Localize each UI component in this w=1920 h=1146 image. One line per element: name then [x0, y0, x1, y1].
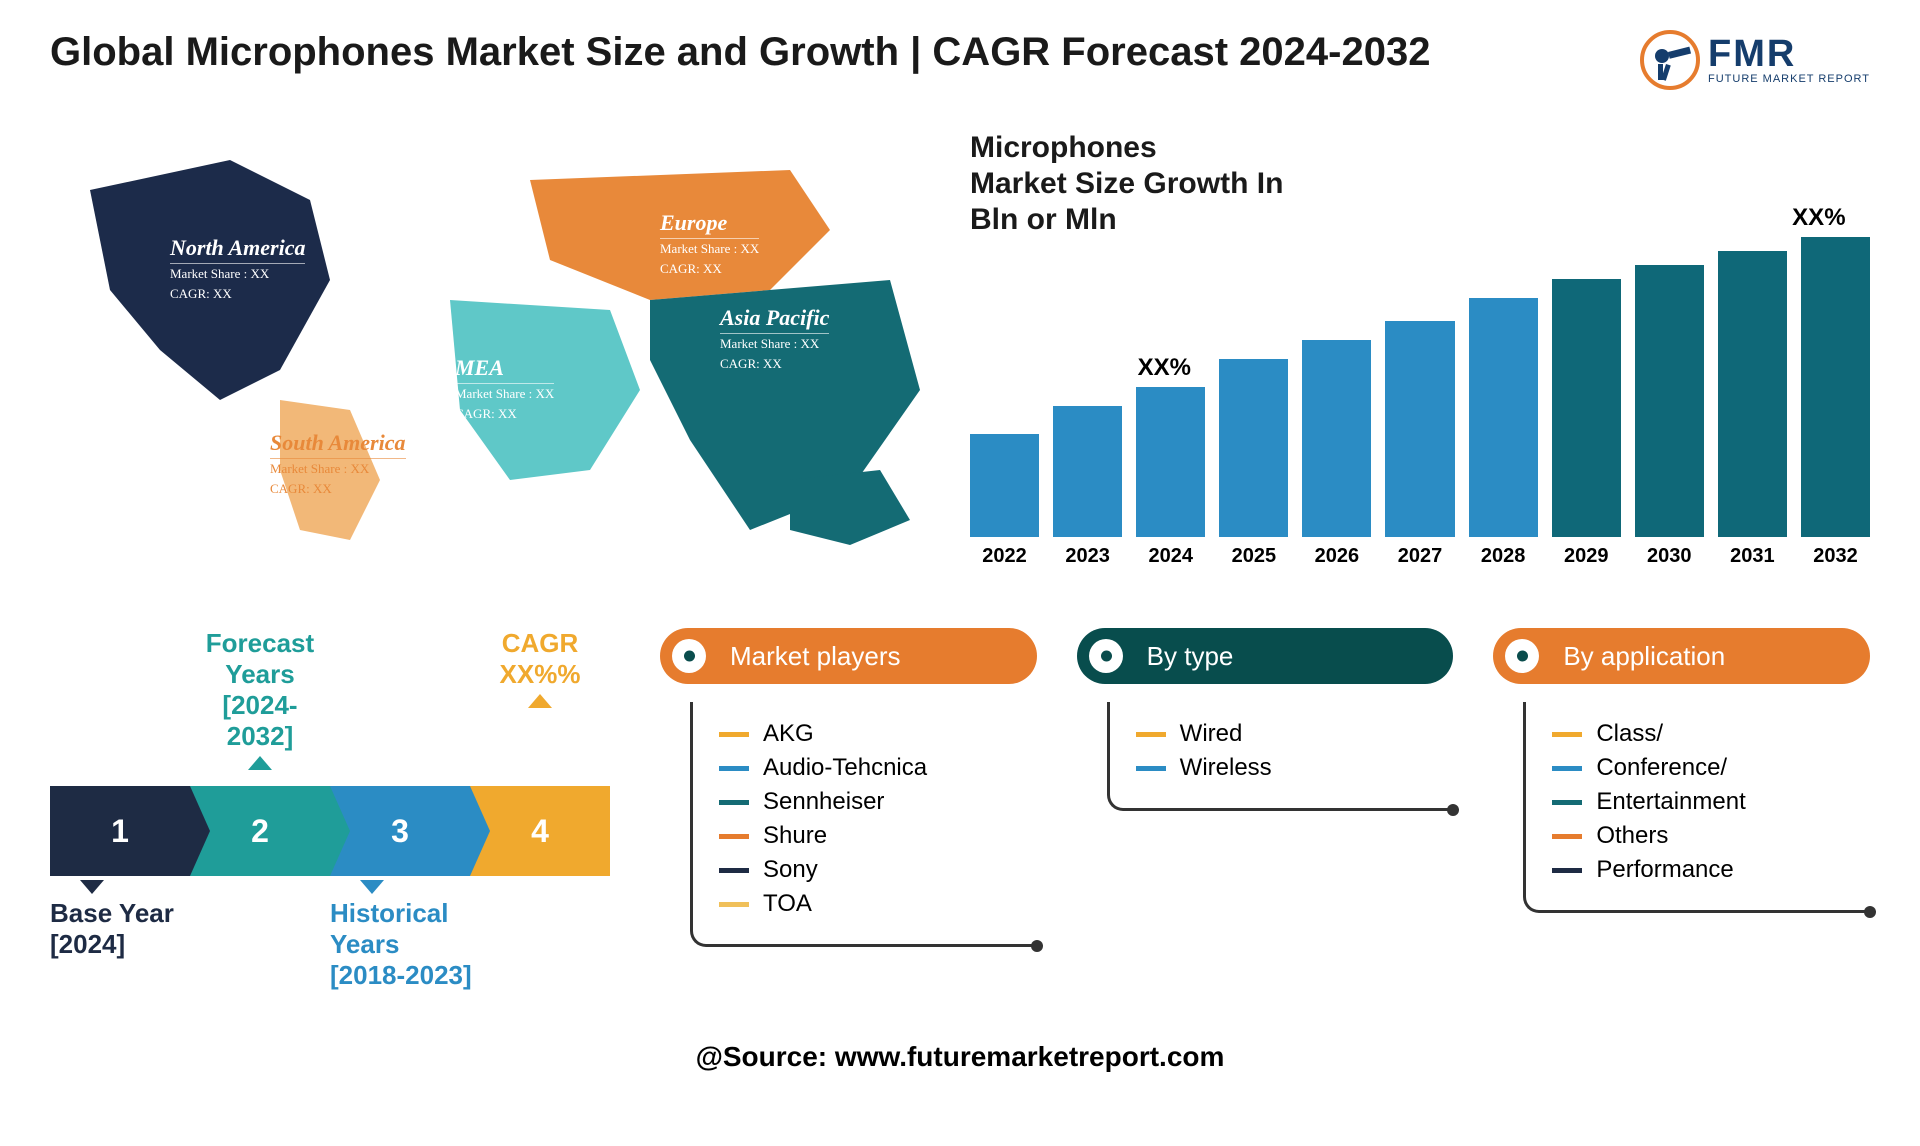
page-title: Global Microphones Market Size and Growt…	[50, 30, 1430, 75]
timeline-box-4: 4	[470, 786, 610, 876]
bar-2032: 2032	[1801, 237, 1870, 568]
source-label: @Source: www.futuremarketreport.com	[50, 1041, 1870, 1073]
fmr-telescope-icon	[1640, 30, 1700, 90]
cagr-label: CAGR XX%%	[470, 628, 610, 774]
pill-section: Market players AKG Audio-Tehcnica Sennheise…	[660, 628, 1870, 991]
pill-item: Wireless	[1136, 754, 1454, 782]
world-map: North AmericaMarket Share : XXCAGR: XX So…	[50, 130, 930, 550]
pill-item: Shure	[719, 822, 1037, 850]
pill-item: TOA	[719, 890, 1037, 918]
pill-item: Class/	[1552, 720, 1870, 748]
pill-item: Sony	[719, 856, 1037, 884]
bar-2027: 2027	[1385, 321, 1454, 568]
pill-list: Wired Wireless	[1107, 702, 1454, 811]
bar-2029: 2029	[1552, 279, 1621, 568]
region-south-america: South AmericaMarket Share : XXCAGR: XX	[270, 430, 406, 497]
bar-2023: 2023	[1053, 406, 1122, 568]
logo-fmr: FMR	[1708, 35, 1870, 73]
bar-annotation: XX%	[1138, 354, 1191, 382]
pill-list: AKG Audio-Tehcnica Sennheiser Shure Sony TOA	[690, 702, 1037, 947]
bar-chart: 2022202320242025202620272028202920302031…	[970, 258, 1870, 568]
pill-col-market-players: Market players AKG Audio-Tehcnica Sennheise…	[660, 628, 1037, 991]
bottom-row: Forecast Years [2024-2032] CAGR XX%% 123…	[50, 628, 1870, 991]
timeline-box-2: 2	[190, 786, 330, 876]
timeline-box-3: 3	[330, 786, 470, 876]
forecast-years-label: Forecast Years [2024-2032]	[190, 628, 330, 774]
chart-title: MicrophonesMarket Size Growth InBln or M…	[970, 130, 1870, 238]
historical-years-label: Historical Years [2018-2023]	[330, 876, 512, 991]
bar-chart-section: MicrophonesMarket Size Growth InBln or M…	[970, 130, 1870, 568]
region-asia-pacific: Asia PacificMarket Share : XXCAGR: XX	[720, 305, 829, 372]
pill-item: Performance	[1552, 856, 1870, 884]
pill-item: AKG	[719, 720, 1037, 748]
bar-annotation: XX%	[1792, 204, 1845, 232]
pill-list: Class/Conference/Entertainment Others Perf…	[1523, 702, 1870, 913]
bar-2024: 2024	[1136, 387, 1205, 568]
pill-item: Entertainment	[1552, 788, 1870, 816]
pill-header: By type	[1077, 628, 1454, 684]
region-north-america: North AmericaMarket Share : XXCAGR: XX	[170, 235, 305, 302]
pill-item: Sennheiser	[719, 788, 1037, 816]
logo-text: FMR FUTURE MARKET REPORT	[1708, 35, 1870, 85]
bar-2028: 2028	[1469, 298, 1538, 568]
main-row: North AmericaMarket Share : XXCAGR: XX So…	[50, 130, 1870, 568]
pill-item: Others	[1552, 822, 1870, 850]
base-year-label: Base Year [2024]	[50, 876, 190, 991]
pill-header: By application	[1493, 628, 1870, 684]
logo: FMR FUTURE MARKET REPORT	[1640, 30, 1870, 90]
bar-2025: 2025	[1219, 359, 1288, 568]
region-mea: MEAMarket Share : XXCAGR: XX	[455, 355, 554, 422]
pill-item: Conference/	[1552, 754, 1870, 782]
timeline-box-1: 1	[50, 786, 190, 876]
logo-sub: FUTURE MARKET REPORT	[1708, 73, 1870, 85]
bar-2026: 2026	[1302, 340, 1371, 568]
region-europe: EuropeMarket Share : XXCAGR: XX	[660, 210, 759, 277]
timeline: Forecast Years [2024-2032] CAGR XX%% 123…	[50, 628, 610, 991]
pill-item: Audio-Tehcnica	[719, 754, 1037, 782]
pill-item: Wired	[1136, 720, 1454, 748]
timeline-boxes: 1234	[50, 786, 610, 876]
bar-2030: 2030	[1635, 265, 1704, 568]
pill-col-by-application: By application Class/Conference/Entertain…	[1493, 628, 1870, 991]
pill-col-by-type: By type Wired Wireless	[1077, 628, 1454, 991]
bar-2022: 2022	[970, 434, 1039, 568]
pill-header: Market players	[660, 628, 1037, 684]
header: Global Microphones Market Size and Growt…	[50, 30, 1870, 90]
bar-2031: 2031	[1718, 251, 1787, 568]
